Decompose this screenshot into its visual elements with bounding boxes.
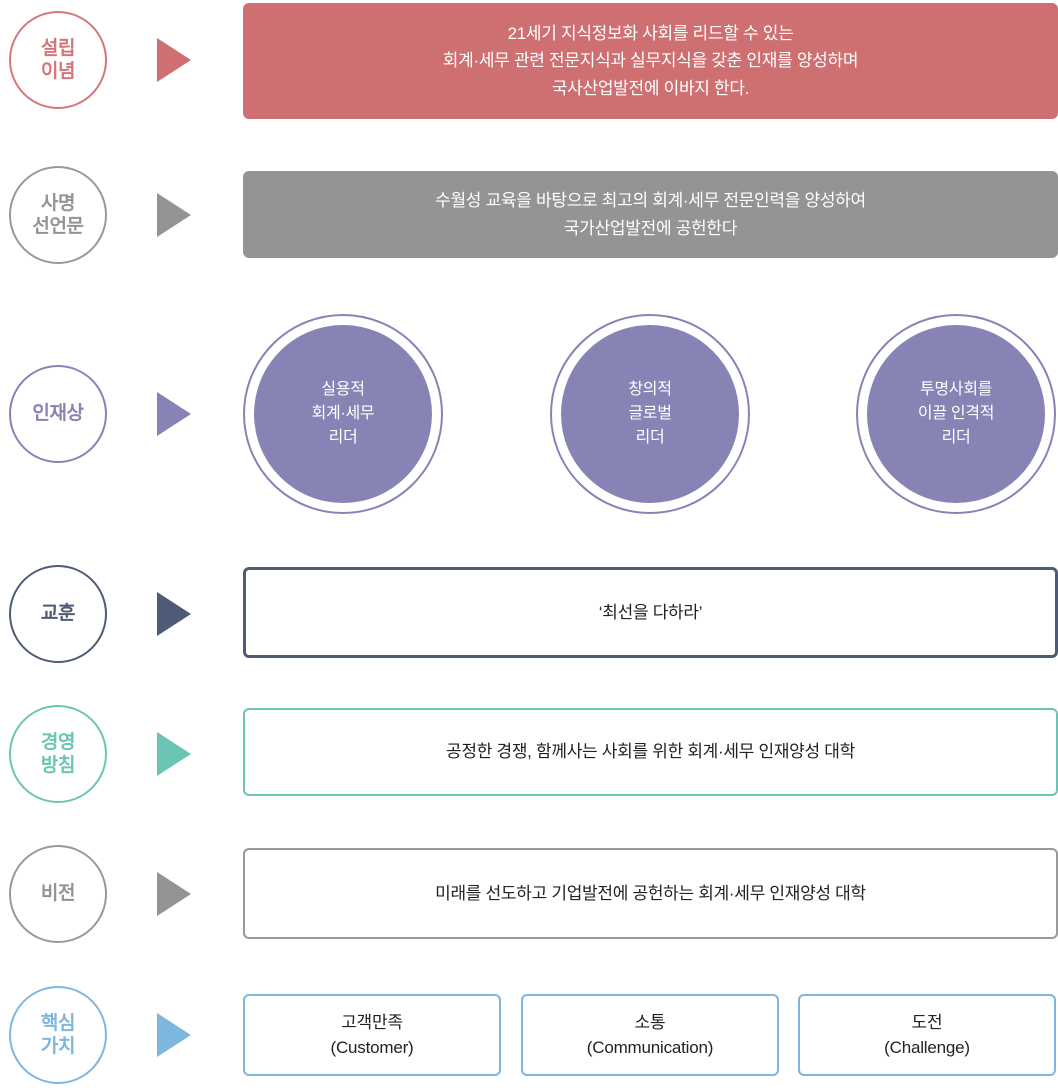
label-text: 경영 방침: [40, 731, 76, 776]
label-circle-mission-statement: 사명 선언문: [9, 166, 107, 264]
arrow-icon-management-policy: [157, 732, 191, 776]
label-circle-talent-profile: 인재상: [9, 365, 107, 463]
row-core-values: 핵심 가치 고객만족 (Customer) 소통 (Communication)…: [0, 986, 1058, 1091]
label-circle-management-policy: 경영 방침: [9, 705, 107, 803]
label-text: 핵심 가치: [40, 1012, 76, 1057]
banner-founding-philosophy: 21세기 지식정보화 사회를 리드할 수 있는 회계·세무 관련 전문지식과 실…: [243, 3, 1058, 119]
row-founding-philosophy: 설립 이념 21세기 지식정보화 사회를 리드할 수 있는 회계·세무 관련 전…: [0, 0, 1058, 145]
label-circle-founding-philosophy: 설립 이념: [9, 11, 107, 109]
core-value-box-3: 도전 (Challenge): [798, 994, 1056, 1076]
arrow-icon-mission-statement: [157, 193, 191, 237]
label-circle-vision: 비전: [9, 845, 107, 943]
circle-text: 투명사회를 이끌 인격적 리더: [917, 380, 995, 447]
talent-circle-2: 창의적 글로벌 리더: [550, 314, 750, 514]
row-mission-statement: 사명 선언문 수월성 교육을 바탕으로 최고의 회계·세무 전문인력을 양성하여…: [0, 165, 1058, 270]
talent-circle-1: 실용적 회계·세무 리더: [243, 314, 443, 514]
banner-text: ‘최선을 다하라’: [598, 602, 703, 622]
circle-text: 창의적 글로벌 리더: [628, 380, 672, 447]
core-value-text: 도전 (Challenge): [884, 1012, 970, 1058]
arrow-icon-core-values: [157, 1013, 191, 1057]
row-talent-profile: 인재상 실용적 회계·세무 리더 창의적 글로벌 리더 투명사회를 이끌 인격적…: [0, 310, 1058, 520]
talent-circle-3: 투명사회를 이끌 인격적 리더: [856, 314, 1056, 514]
circle-inner-disc: 창의적 글로벌 리더: [561, 325, 739, 503]
core-value-box-2: 소통 (Communication): [521, 994, 779, 1076]
label-text: 사명 선언문: [32, 192, 84, 237]
banner-school-motto: ‘최선을 다하라’: [243, 567, 1058, 658]
core-value-box-1: 고객만족 (Customer): [243, 994, 501, 1076]
label-text: 교훈: [40, 603, 76, 625]
arrow-icon-school-motto: [157, 592, 191, 636]
circle-inner-disc: 실용적 회계·세무 리더: [254, 325, 432, 503]
arrow-icon-vision: [157, 872, 191, 916]
label-circle-core-values: 핵심 가치: [9, 986, 107, 1084]
arrow-icon-talent-profile: [157, 392, 191, 436]
circle-text: 실용적 회계·세무 리더: [311, 380, 375, 447]
banner-vision: 미래를 선도하고 기업발전에 공헌하는 회계·세무 인재양성 대학: [243, 848, 1058, 939]
label-text: 인재상: [32, 403, 84, 425]
label-text: 비전: [40, 883, 76, 905]
row-school-motto: 교훈 ‘최선을 다하라’: [0, 565, 1058, 665]
banner-text: 수월성 교육을 바탕으로 최고의 회계·세무 전문인력을 양성하여 국가산업발전…: [435, 190, 866, 238]
banner-text: 미래를 선도하고 기업발전에 공헌하는 회계·세무 인재양성 대학: [435, 883, 866, 903]
label-text: 설립 이념: [40, 37, 76, 82]
core-value-text: 소통 (Communication): [586, 1012, 714, 1058]
banner-text: 21세기 지식정보화 사회를 리드할 수 있는 회계·세무 관련 전문지식과 실…: [442, 23, 859, 98]
banner-mission-statement: 수월성 교육을 바탕으로 최고의 회계·세무 전문인력을 양성하여 국가산업발전…: [243, 171, 1058, 258]
row-management-policy: 경영 방침 공정한 경쟁, 함께사는 사회를 위한 회계·세무 인재양성 대학: [0, 705, 1058, 805]
banner-text: 공정한 경쟁, 함께사는 사회를 위한 회계·세무 인재양성 대학: [446, 742, 855, 762]
arrow-icon-founding-philosophy: [157, 38, 191, 82]
circle-inner-disc: 투명사회를 이끌 인격적 리더: [867, 325, 1045, 503]
core-value-text: 고객만족 (Customer): [330, 1012, 414, 1058]
label-circle-school-motto: 교훈: [9, 565, 107, 663]
banner-management-policy: 공정한 경쟁, 함께사는 사회를 위한 회계·세무 인재양성 대학: [243, 708, 1058, 796]
row-vision: 비전 미래를 선도하고 기업발전에 공헌하는 회계·세무 인재양성 대학: [0, 845, 1058, 945]
